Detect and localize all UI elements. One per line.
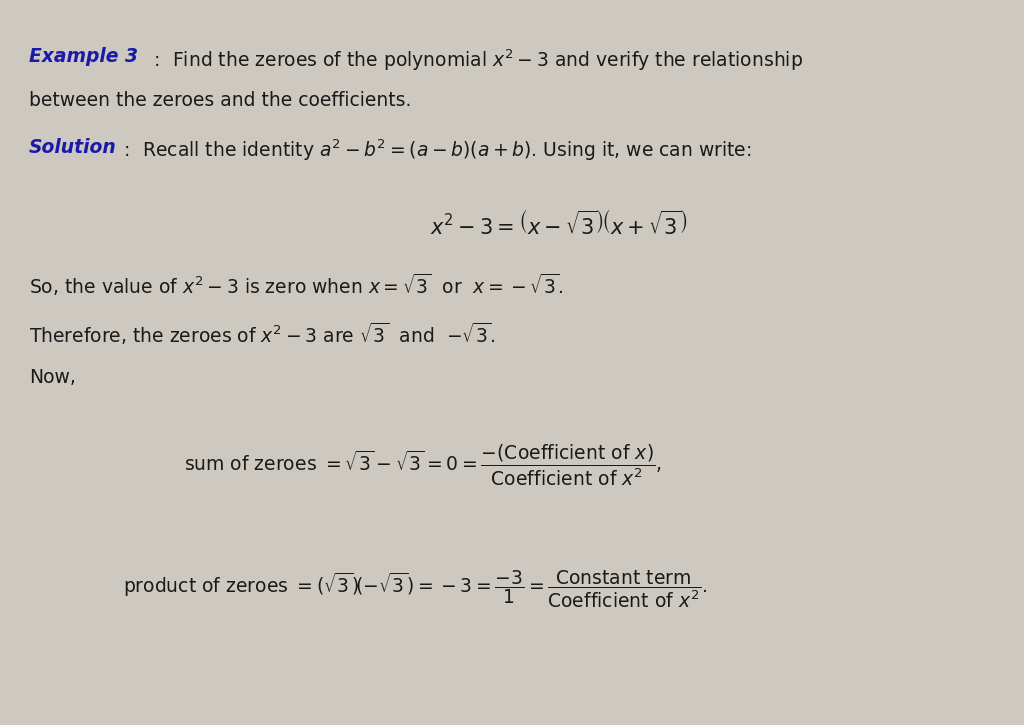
Text: product of zeroes $= \left(\sqrt{3}\right)\!\left(-\sqrt{3}\right) = -3 = \dfrac: product of zeroes $= \left(\sqrt{3}\righ… — [123, 569, 708, 610]
Text: :  Recall the identity $a^2 - b^2 = (a - b)(a + b)$. Using it, we can write:: : Recall the identity $a^2 - b^2 = (a - … — [118, 138, 752, 163]
Text: Solution: Solution — [29, 138, 117, 157]
Text: sum of zeroes $= \sqrt{3} - \sqrt{3} = 0 = \dfrac{-(\mathrm{Coefficient\ of\ }x): sum of zeroes $= \sqrt{3} - \sqrt{3} = 0… — [184, 442, 663, 488]
Text: Therefore, the zeroes of $x^2 - 3$ are $\sqrt{3}$  and  $-\sqrt{3}$.: Therefore, the zeroes of $x^2 - 3$ are $… — [29, 320, 495, 347]
Text: Example 3: Example 3 — [29, 47, 137, 66]
Text: So, the value of $x^2 - 3$ is zero when $x = \sqrt{3}$  or  $x = -\sqrt{3}$.: So, the value of $x^2 - 3$ is zero when … — [29, 272, 563, 298]
Text: between the zeroes and the coefficients.: between the zeroes and the coefficients. — [29, 91, 411, 109]
Text: $x^2-3 = \left(x-\sqrt{3}\right)\!\left(x+\sqrt{3}\right)$: $x^2-3 = \left(x-\sqrt{3}\right)\!\left(… — [430, 210, 687, 239]
Text: Now,: Now, — [29, 368, 76, 386]
Text: :  Find the zeroes of the polynomial $x^2 - 3$ and verify the relationship: : Find the zeroes of the polynomial $x^2… — [148, 47, 804, 72]
